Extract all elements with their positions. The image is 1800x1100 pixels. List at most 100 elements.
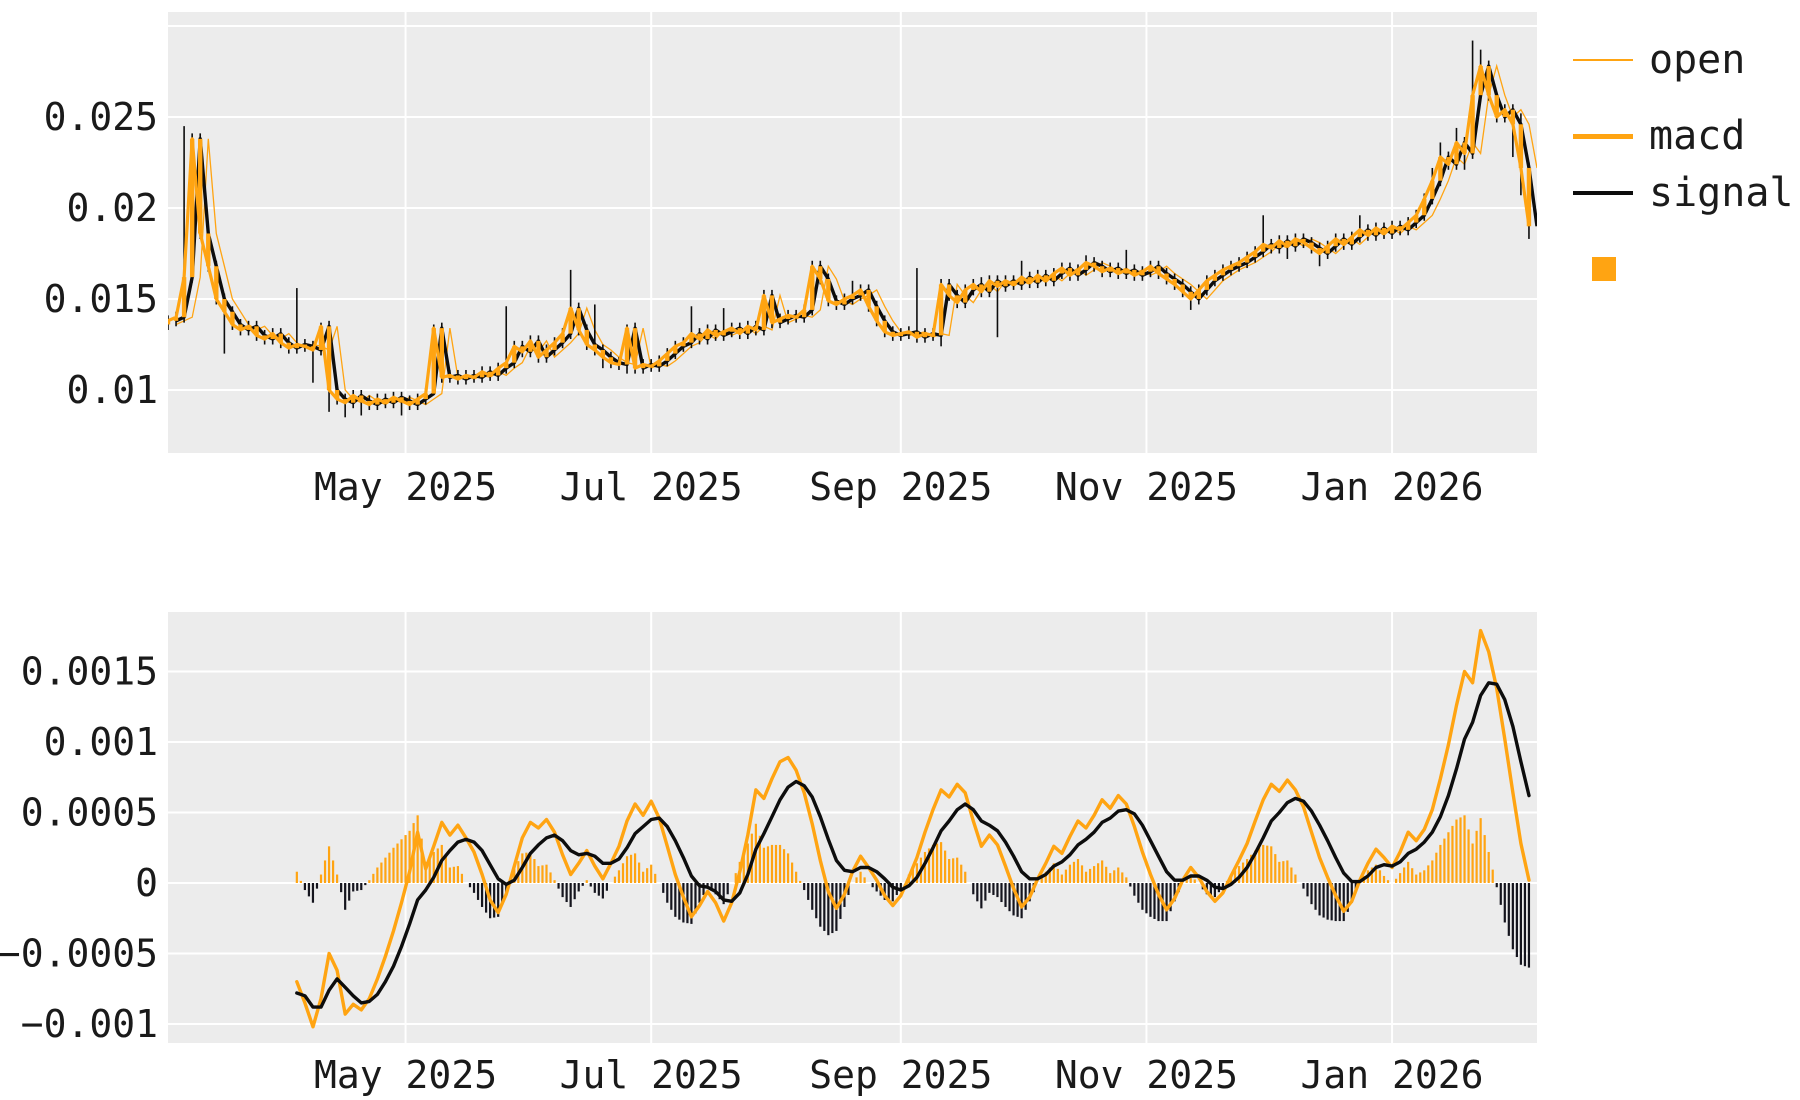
candle-body	[1180, 284, 1185, 292]
candle-body	[866, 289, 871, 307]
histogram-bar	[1068, 864, 1072, 883]
price-ytick-label: 0.025	[44, 95, 158, 139]
histogram-bar	[545, 864, 548, 883]
histogram-bar	[1109, 873, 1112, 883]
candle-body	[1099, 266, 1105, 272]
candle-body	[1244, 257, 1250, 263]
histogram-bar	[1080, 865, 1084, 883]
candle-body	[334, 390, 340, 400]
candle-patch-swatch	[1592, 257, 1616, 281]
candle-body	[504, 362, 509, 369]
candle-body	[769, 295, 775, 323]
candle-body	[520, 346, 525, 352]
candle-body	[1164, 273, 1169, 279]
candle-body	[1027, 277, 1032, 283]
histogram-bar	[1507, 883, 1510, 936]
candle-body	[584, 329, 589, 345]
histogram-bar	[1028, 883, 1031, 902]
price-xtick-label: Jan 2026	[1301, 465, 1484, 509]
candle-body	[1156, 266, 1161, 274]
histogram-bar	[1278, 861, 1281, 883]
histogram-bar	[1346, 883, 1349, 912]
price-chart-background	[168, 12, 1537, 453]
candle-body	[1043, 275, 1048, 281]
histogram-bar	[762, 847, 766, 883]
candle-body	[721, 331, 726, 336]
histogram-bar	[1040, 877, 1043, 883]
candle-body	[278, 333, 283, 343]
histogram-bar	[1399, 873, 1402, 883]
candle-body	[1430, 180, 1435, 199]
candle-body	[713, 329, 718, 336]
histogram-bar	[1479, 818, 1482, 883]
histogram-bar	[1386, 880, 1390, 883]
histogram-bar	[758, 835, 761, 883]
histogram-bar	[662, 883, 665, 893]
macd-xtick-label: May 2025	[314, 1053, 497, 1097]
candle-body	[455, 375, 461, 380]
candle-body	[1212, 275, 1218, 281]
candle-body	[914, 331, 920, 338]
histogram-bar	[702, 883, 705, 895]
histogram-bar	[1024, 883, 1027, 910]
macd-chart-background	[168, 612, 1537, 1043]
candle-body	[375, 399, 380, 405]
macd-ytick-label: 0.001	[44, 720, 158, 764]
candle-body	[1148, 266, 1153, 272]
histogram-bar	[589, 883, 592, 887]
candle-body	[1422, 198, 1427, 216]
candle-body	[198, 138, 203, 234]
histogram-bar	[1000, 883, 1003, 903]
macd-line-swatch	[1573, 133, 1633, 139]
histogram-bar	[1274, 854, 1277, 883]
candle-body	[1067, 268, 1073, 276]
histogram-bar	[472, 883, 476, 893]
histogram-bar	[613, 876, 617, 883]
candle-body	[391, 397, 396, 403]
histogram-bar	[1237, 866, 1241, 883]
histogram-bar	[1350, 883, 1353, 903]
histogram-bar	[1169, 883, 1172, 912]
histogram-bar	[1254, 850, 1257, 883]
histogram-bar	[1334, 883, 1337, 922]
histogram-bar	[1286, 860, 1289, 883]
histogram-bar	[939, 842, 943, 883]
histogram-bar	[927, 848, 931, 883]
candle-body	[351, 395, 356, 403]
histogram-bar	[694, 883, 697, 914]
histogram-bar	[698, 883, 701, 903]
legend-item-signal: signal	[1573, 170, 1794, 216]
legend-item-candles	[1573, 247, 1632, 291]
candle-body	[785, 315, 791, 320]
histogram-bar	[513, 868, 516, 883]
histogram-bar	[1189, 874, 1192, 883]
histogram-bar	[786, 853, 790, 883]
histogram-bar	[1455, 819, 1458, 883]
histogram-bar	[444, 856, 447, 883]
candle-body	[850, 295, 855, 299]
candle-body	[745, 326, 751, 334]
histogram-bar	[505, 883, 508, 893]
histogram-bar	[1487, 851, 1490, 883]
candle-body	[168, 320, 171, 325]
histogram-bar	[456, 866, 460, 883]
candle-body	[761, 295, 767, 330]
histogram-bar	[899, 883, 902, 889]
macd-chart	[168, 612, 1537, 1043]
candle-body	[665, 353, 670, 361]
histogram-bar	[1515, 883, 1518, 958]
histogram-bar	[935, 843, 939, 883]
candle-body	[1188, 291, 1193, 299]
candle-body	[1075, 269, 1081, 276]
candle-body	[1389, 226, 1395, 234]
candle-body	[842, 299, 847, 305]
candle-body	[214, 266, 219, 299]
histogram-bar	[770, 844, 774, 883]
histogram-bar	[601, 883, 604, 899]
candle-body	[890, 331, 895, 336]
candle-body	[1116, 268, 1121, 274]
candle-body	[632, 328, 638, 369]
candle-body	[423, 393, 428, 400]
open-line-swatch	[1573, 59, 1633, 61]
